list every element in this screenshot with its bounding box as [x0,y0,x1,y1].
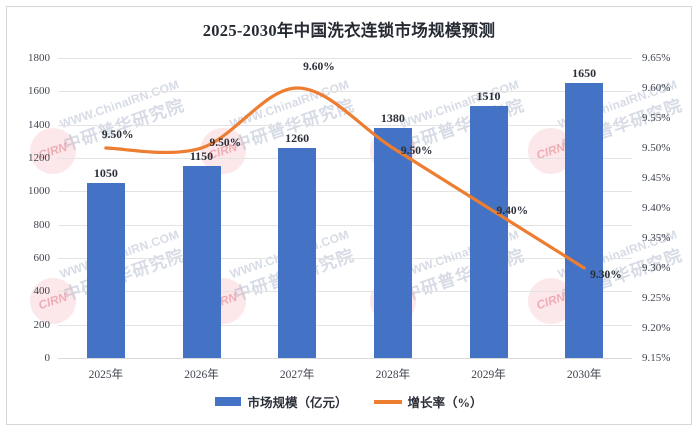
growth-rate-line [104,86,586,270]
legend-label-market-size: 市场规模（亿元） [247,396,348,410]
right-y-tick-label: 9.50% [642,142,671,154]
bar-value-label: 1510 [476,89,501,104]
line-value-label: 9.50% [400,145,433,157]
gridline [58,158,632,159]
left-y-tick-label: 400 [33,285,51,298]
x-tick-label: 2028年 [375,369,411,381]
gridline [58,258,632,259]
gridline [58,291,632,293]
right-y-tick-label: 9.45% [642,172,671,184]
bar-value-label: 1260 [285,131,310,145]
legend-item-market-size[interactable]: 市场规模（亿元） [215,392,348,411]
left-y-tick-label: 1400 [28,118,50,131]
bar-value-label: 1650 [572,66,597,80]
left-y-tick-label: 1200 [28,152,50,164]
bar[interactable] [565,83,604,358]
bar-value-label: 1050 [93,166,118,180]
bar[interactable] [278,148,317,358]
legend-bar-swatch-icon [215,397,242,406]
x-tick-label: 2025年 [88,369,124,381]
right-y-tick-label: 9.65% [642,52,671,64]
right-y-tick-label: 9.60% [642,82,671,94]
gridline [58,91,632,93]
gridline [58,324,632,326]
right-y-tick-label: 9.30% [642,262,671,274]
left-y-tick-label: 1000 [28,185,50,198]
left-y-tick-label: 600 [33,252,51,264]
right-y-tick-label: 9.55% [642,112,671,124]
right-y-tick-label: 9.35% [642,232,671,244]
left-y-tick-label: 800 [33,218,51,231]
bar[interactable] [373,128,412,358]
gridline [58,191,632,193]
gridline [58,58,632,59]
legend-label-growth-rate: 增长率（%） [407,396,483,410]
chart-title: 2025-2030年中国洗衣连锁市场规模预测 [202,21,496,40]
x-tick-label: 2027年 [279,369,315,381]
left-y-tick-label: 0 [44,352,51,364]
legend-item-growth-rate[interactable]: 增长率（%） [373,392,483,411]
line-value-label: 9.50% [101,129,134,141]
line-series [104,86,586,270]
chart-legend: 市场规模（亿元） 增长率（%） [0,392,698,411]
line-value-label: 9.50% [209,137,242,149]
plot-area [58,58,632,359]
bar-value-label: 1150 [189,149,214,164]
bar-value-label: 1380 [380,111,405,125]
gridline [58,224,632,226]
x-tick-label: 2026年 [184,369,219,381]
line-value-label: 9.30% [590,269,622,281]
x-tick-label: 2030年 [566,369,602,381]
bar[interactable] [469,106,508,358]
gridline [58,358,632,359]
gridline [58,124,632,126]
left-y-tick-label: 1600 [28,85,50,98]
left-y-tick-label: 1800 [28,52,50,64]
x-tick-label: 2029年 [471,369,506,381]
right-y-tick-label: 9.40% [642,202,671,214]
bar[interactable] [86,183,125,358]
bar[interactable] [182,166,221,358]
line-value-label: 9.40% [496,205,529,217]
right-y-tick-label: 9.15% [642,352,671,364]
right-y-tick-label: 9.20% [642,322,671,334]
right-y-tick-label: 9.25% [642,292,671,304]
left-y-tick-label: 200 [33,318,51,331]
line-value-label: 9.60% [303,61,335,73]
legend-line-swatch-icon [373,399,402,404]
